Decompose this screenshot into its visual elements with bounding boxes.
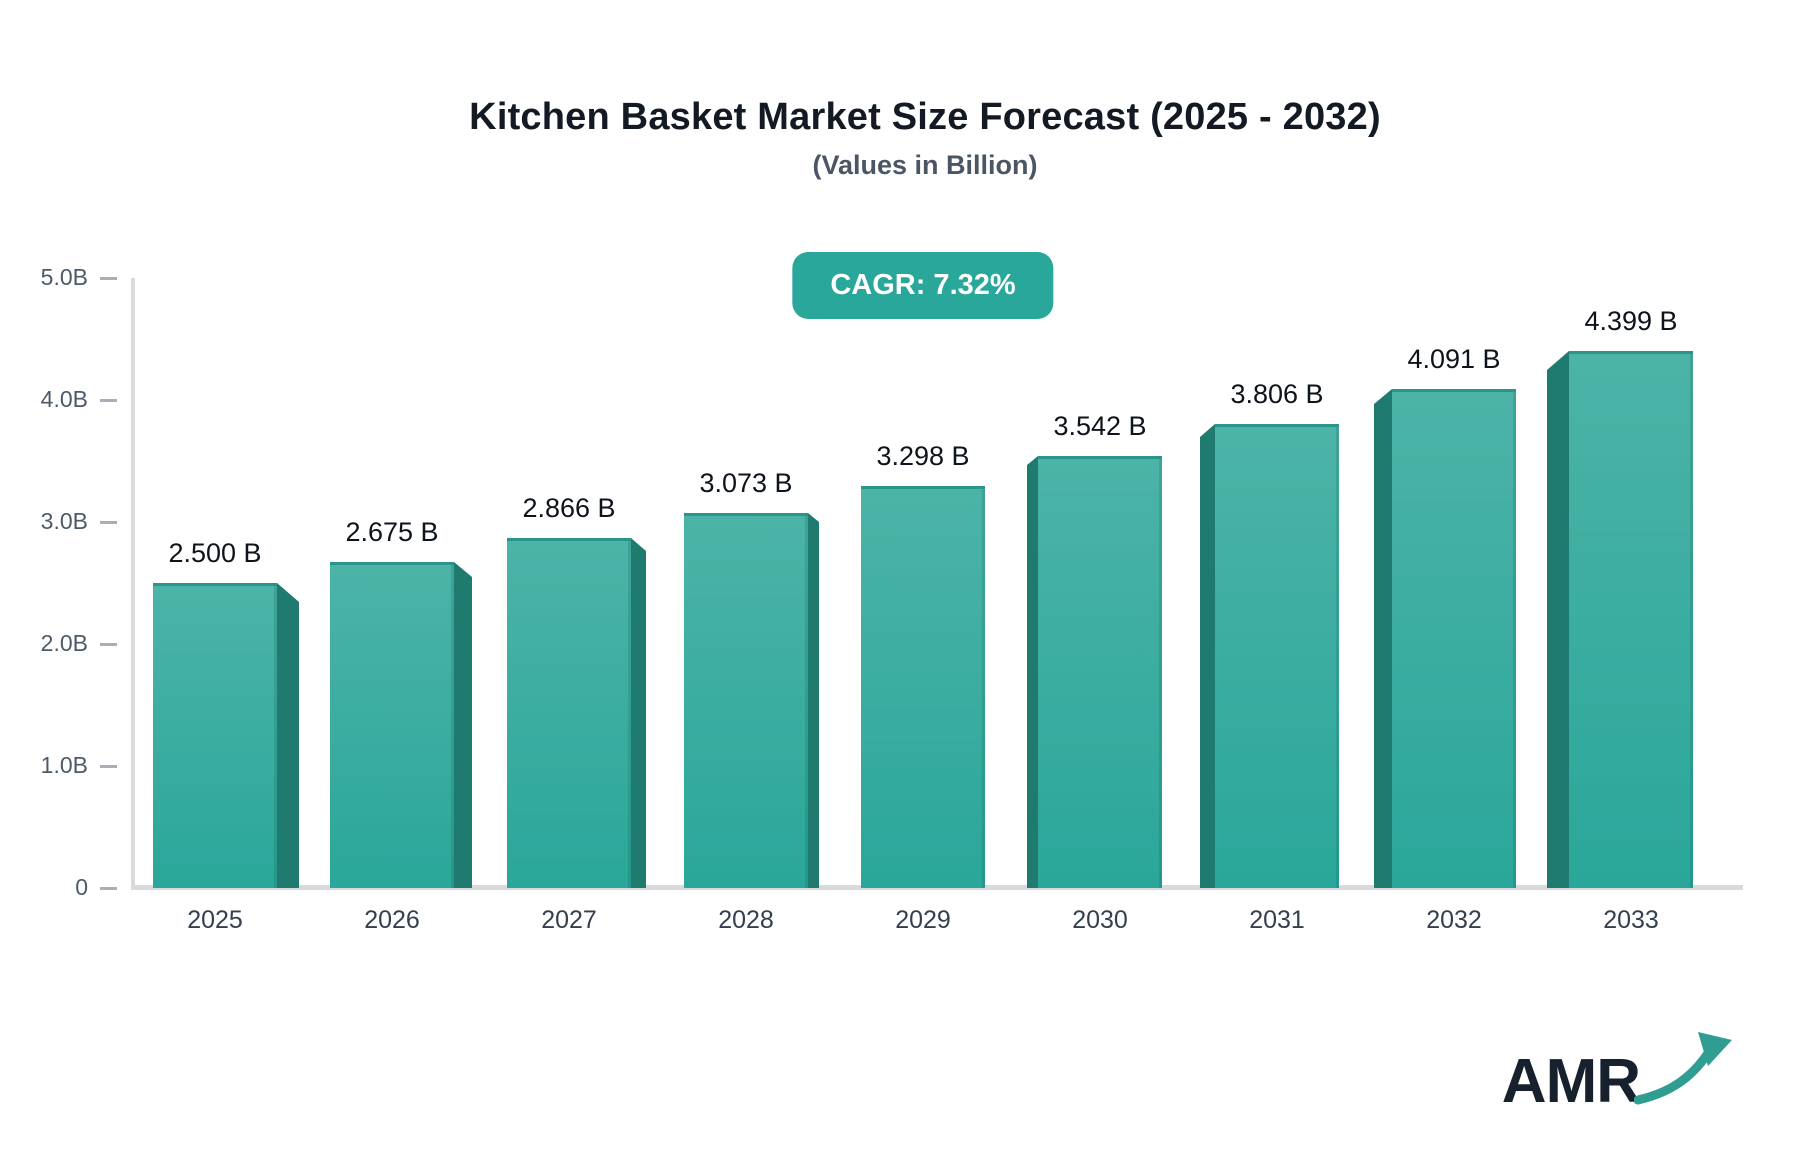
bar-2029 — [861, 486, 985, 888]
x-axis-label-2029: 2029 — [895, 906, 951, 934]
x-axis-label-2033: 2033 — [1603, 906, 1659, 934]
bar-2026 — [330, 562, 454, 888]
bar-value-label-2033: 4.399 B — [1584, 306, 1678, 336]
y-axis-tick-dash — [100, 643, 117, 646]
amr-logo: AMR — [1502, 1028, 1738, 1113]
y-axis-tick-label: 2.0B — [40, 630, 88, 656]
bar-value-label-2030: 3.542 B — [1053, 411, 1147, 441]
bar-2027 — [507, 538, 631, 888]
bar-2028 — [684, 513, 808, 888]
y-axis-tick-dash — [100, 277, 117, 280]
bar-side-face-2032 — [1374, 389, 1392, 888]
chart-subtitle: (Values in Billion) — [812, 150, 1038, 180]
y-axis-tick-label: 3.0B — [40, 508, 88, 534]
y-axis-tick-label: 5.0B — [40, 264, 88, 290]
bar-side-face-2025 — [277, 583, 299, 888]
bar-side-face-2033 — [1547, 351, 1569, 888]
x-axis-label-2030: 2030 — [1072, 906, 1128, 934]
y-axis-tick-dash — [100, 765, 117, 768]
cagr-badge: CAGR: 7.32% — [792, 252, 1054, 319]
y-axis-line — [131, 278, 135, 888]
bar-value-label-2029: 3.298 B — [876, 441, 970, 471]
bar-side-face-2030 — [1027, 456, 1038, 888]
x-axis-label-2026: 2026 — [364, 906, 420, 934]
bar-side-face-2026 — [454, 562, 472, 888]
bar-value-label-2031: 3.806 B — [1230, 379, 1324, 409]
bar-2030 — [1038, 456, 1162, 888]
bar-2031 — [1215, 424, 1339, 888]
y-axis-tick-dash — [100, 521, 117, 524]
y-axis-tick-label: 4.0B — [40, 386, 88, 412]
x-axis-label-2027: 2027 — [541, 906, 597, 934]
x-axis-label-2031: 2031 — [1249, 906, 1305, 934]
bar-value-label-2028: 3.073 B — [699, 468, 793, 498]
bar-value-label-2032: 4.091 B — [1407, 344, 1501, 374]
amr-logo-arrow-icon — [1633, 1028, 1738, 1111]
bar-value-label-2027: 2.866 B — [522, 493, 616, 523]
chart-title: Kitchen Basket Market Size Forecast (202… — [469, 96, 1381, 138]
bar-value-label-2026: 2.675 B — [345, 517, 439, 547]
bar-value-label-2025: 2.500 B — [168, 538, 262, 568]
x-axis-label-2032: 2032 — [1426, 906, 1482, 934]
y-axis-tick-dash — [100, 887, 117, 890]
bar-side-face-2031 — [1200, 424, 1215, 888]
bar-side-face-2027 — [631, 538, 646, 888]
x-axis-label-2028: 2028 — [718, 906, 774, 934]
bar-2025 — [153, 583, 277, 888]
bar-side-face-2028 — [808, 513, 819, 888]
x-axis-label-2025: 2025 — [187, 906, 243, 934]
bar-2033 — [1569, 351, 1693, 888]
y-axis-tick-label: 0 — [75, 874, 88, 900]
y-axis-tick-label: 1.0B — [40, 752, 88, 778]
y-axis-tick-dash — [100, 399, 117, 402]
bar-2032 — [1392, 389, 1516, 888]
amr-logo-text: AMR — [1501, 1047, 1641, 1116]
